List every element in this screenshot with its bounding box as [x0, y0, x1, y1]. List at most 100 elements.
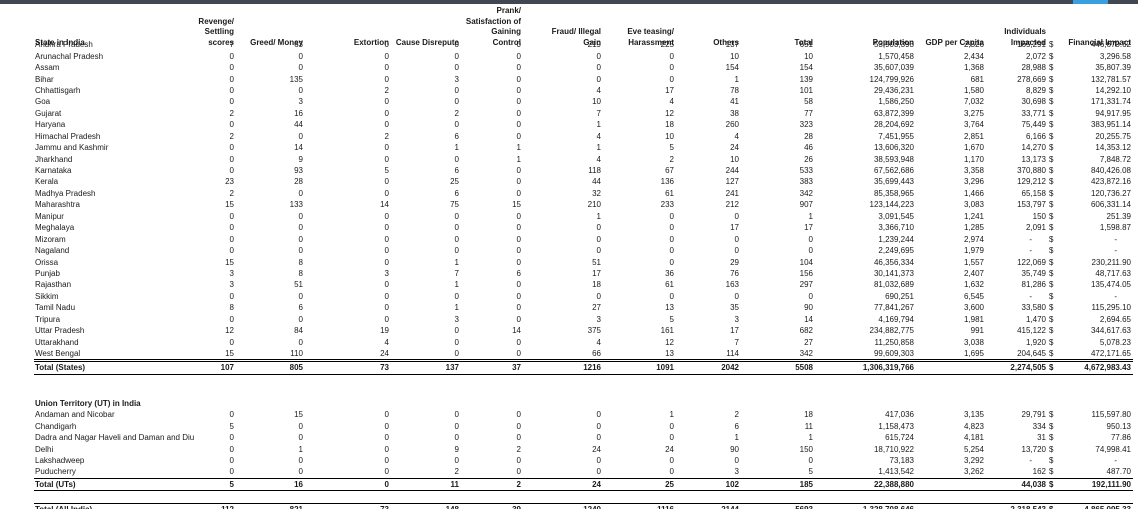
cell-cause[interactable]: 0 — [454, 410, 459, 420]
cell-cause[interactable]: 0 — [454, 120, 459, 130]
cell-cause[interactable]: 3 — [454, 314, 459, 324]
cell-state[interactable]: Himachal Pradesh — [35, 131, 101, 141]
cell-individuals[interactable]: 31 — [1037, 433, 1046, 443]
cell-total[interactable]: 342 — [799, 188, 813, 198]
cell-revenge[interactable]: 0 — [229, 166, 234, 176]
header-eve-teasing[interactable]: Eve teasing/ Harassment — [627, 27, 674, 47]
cell-fraud[interactable]: 1 — [596, 211, 601, 221]
cell-extortion[interactable]: 24 — [380, 349, 389, 359]
cell-gdp[interactable]: 1,170 — [963, 154, 984, 164]
cell-greed[interactable]: 28 — [294, 177, 303, 187]
cell-state[interactable]: Mizoram — [35, 234, 66, 244]
cell-fraud[interactable]: 219 — [587, 40, 601, 50]
cell-prank[interactable]: 0 — [516, 131, 521, 141]
cell-others[interactable]: 260 — [725, 120, 739, 130]
cell-prank[interactable]: 0 — [516, 63, 521, 73]
cell-state[interactable]: Dadra and Nagar Haveli and Daman and Diu — [35, 433, 195, 443]
cell-fraud[interactable]: 0 — [596, 74, 601, 84]
cell-eve[interactable]: 1091 — [656, 363, 674, 373]
cell-others[interactable]: 90 — [730, 444, 739, 454]
cell-individuals[interactable]: 153,797 — [1017, 200, 1046, 210]
cell-total[interactable]: 0 — [808, 234, 813, 244]
cell-population[interactable]: 3,366,710 — [878, 223, 914, 233]
cell-revenge[interactable]: 0 — [229, 246, 234, 256]
cell-prank[interactable]: 0 — [516, 51, 521, 61]
cell-eve[interactable]: 136 — [660, 177, 674, 187]
cell-fraud[interactable]: 4 — [596, 154, 601, 164]
cell-prank[interactable]: 0 — [516, 234, 521, 244]
header-financial-impact[interactable]: Financial Impact — [1068, 37, 1131, 47]
cell-cause[interactable]: 1 — [454, 303, 459, 313]
cell-eve[interactable]: 0 — [669, 63, 674, 73]
cell-extortion[interactable]: 0 — [384, 234, 389, 244]
cell-fraud[interactable]: 24 — [592, 479, 601, 489]
cell-financial[interactable]: 115,295.10 — [1091, 303, 1131, 313]
cell-others[interactable]: 24 — [730, 143, 739, 153]
cell-revenge[interactable]: 0 — [229, 444, 234, 454]
cell-population[interactable]: 3,091,545 — [878, 211, 914, 221]
cell-financial[interactable]: 344,617.63 — [1090, 326, 1131, 336]
cell-others[interactable]: 1 — [734, 433, 739, 443]
cell-financial[interactable]: 115,597.80 — [1091, 410, 1131, 420]
cell-extortion[interactable]: 73 — [305, 505, 391, 509]
cell-greed[interactable]: 0 — [298, 51, 303, 61]
cell-cause[interactable]: 0 — [454, 421, 459, 431]
cell-dollar[interactable]: $ — [1049, 291, 1054, 301]
cell-gdp[interactable]: 1,979 — [963, 246, 984, 256]
cell-extortion[interactable]: 0 — [384, 467, 389, 477]
cell-state[interactable]: Chandigarh — [35, 421, 77, 431]
header-revenge[interactable]: Revenge/ Settling scores — [198, 16, 234, 47]
cell-cause[interactable]: 0 — [454, 51, 459, 61]
cell-prank[interactable]: 0 — [516, 211, 521, 221]
cell-financial[interactable]: 251.39 — [1106, 211, 1131, 221]
cell-financial[interactable]: 192,111.90 — [1091, 479, 1131, 489]
cell-total[interactable]: 14 — [804, 314, 813, 324]
cell-greed[interactable]: 135 — [289, 74, 303, 84]
cell-gdp[interactable]: 3,292 — [963, 455, 984, 465]
cell-fraud[interactable]: 4 — [596, 337, 601, 347]
cell-financial[interactable]: 171,331.74 — [1090, 97, 1131, 107]
cell-gdp[interactable]: 3,358 — [963, 166, 984, 176]
cell-greed[interactable]: 16 — [294, 479, 303, 489]
cell-population[interactable]: 85,358,965 — [873, 188, 914, 198]
header-population[interactable]: Population — [872, 37, 914, 47]
header-prank[interactable]: Prank/ Satisfaction of Gaining Control — [465, 6, 521, 47]
cell-gdp[interactable]: 2,851 — [963, 131, 984, 141]
cell-cause[interactable]: 0 — [454, 246, 459, 256]
cell-fraud[interactable]: 1216 — [583, 363, 601, 373]
cell-cause[interactable]: 0 — [454, 291, 459, 301]
cell-others[interactable]: 2 — [734, 410, 739, 420]
cell-extortion[interactable]: 0 — [384, 143, 389, 153]
cell-population[interactable]: 13,606,320 — [873, 143, 914, 153]
cell-individuals[interactable]: 29,791 — [1021, 410, 1046, 420]
cell-prank[interactable]: 2 — [516, 479, 521, 489]
cell-population[interactable]: 1,328,708,646 — [815, 505, 916, 509]
cell-others[interactable]: 10 — [730, 51, 739, 61]
cell-greed[interactable]: 0 — [298, 246, 303, 256]
cell-extortion[interactable]: 0 — [384, 421, 389, 431]
cell-greed[interactable]: 133 — [289, 200, 303, 210]
cell-cause[interactable]: 0 — [454, 154, 459, 164]
cell-total[interactable]: 907 — [799, 200, 813, 210]
cell-individuals[interactable]: 334 — [1032, 421, 1046, 431]
cell-dollar[interactable]: $ — [1049, 303, 1054, 313]
cell-gdp[interactable]: 1,285 — [963, 223, 984, 233]
cell-individuals[interactable]: 13,173 — [1021, 154, 1046, 164]
cell-total[interactable]: 156 — [799, 268, 813, 278]
cell-state[interactable]: Gujarat — [35, 108, 62, 118]
cell-greed[interactable]: 9 — [298, 154, 303, 164]
cell-greed[interactable]: 1 — [298, 444, 303, 454]
cell-individuals[interactable]: 2,072 — [1025, 51, 1046, 61]
cell-individuals[interactable]: 165,291 — [1017, 40, 1046, 50]
cell-prank[interactable]: 0 — [516, 303, 521, 313]
cell-others[interactable]: 0 — [734, 234, 739, 244]
cell-financial[interactable]: 77.86 — [1110, 433, 1131, 443]
cell-others[interactable]: 10 — [730, 154, 739, 164]
cell-gdp[interactable]: 1,981 — [963, 314, 984, 324]
cell-fraud[interactable]: 10 — [592, 97, 601, 107]
cell-financial[interactable]: - — [1114, 455, 1117, 465]
cell-dollar[interactable]: $ — [1049, 51, 1054, 61]
cell-financial[interactable]: 230,211.90 — [1091, 257, 1131, 267]
cell-eve[interactable]: 61 — [665, 188, 674, 198]
cell-gdp[interactable]: 1,368 — [963, 63, 984, 73]
